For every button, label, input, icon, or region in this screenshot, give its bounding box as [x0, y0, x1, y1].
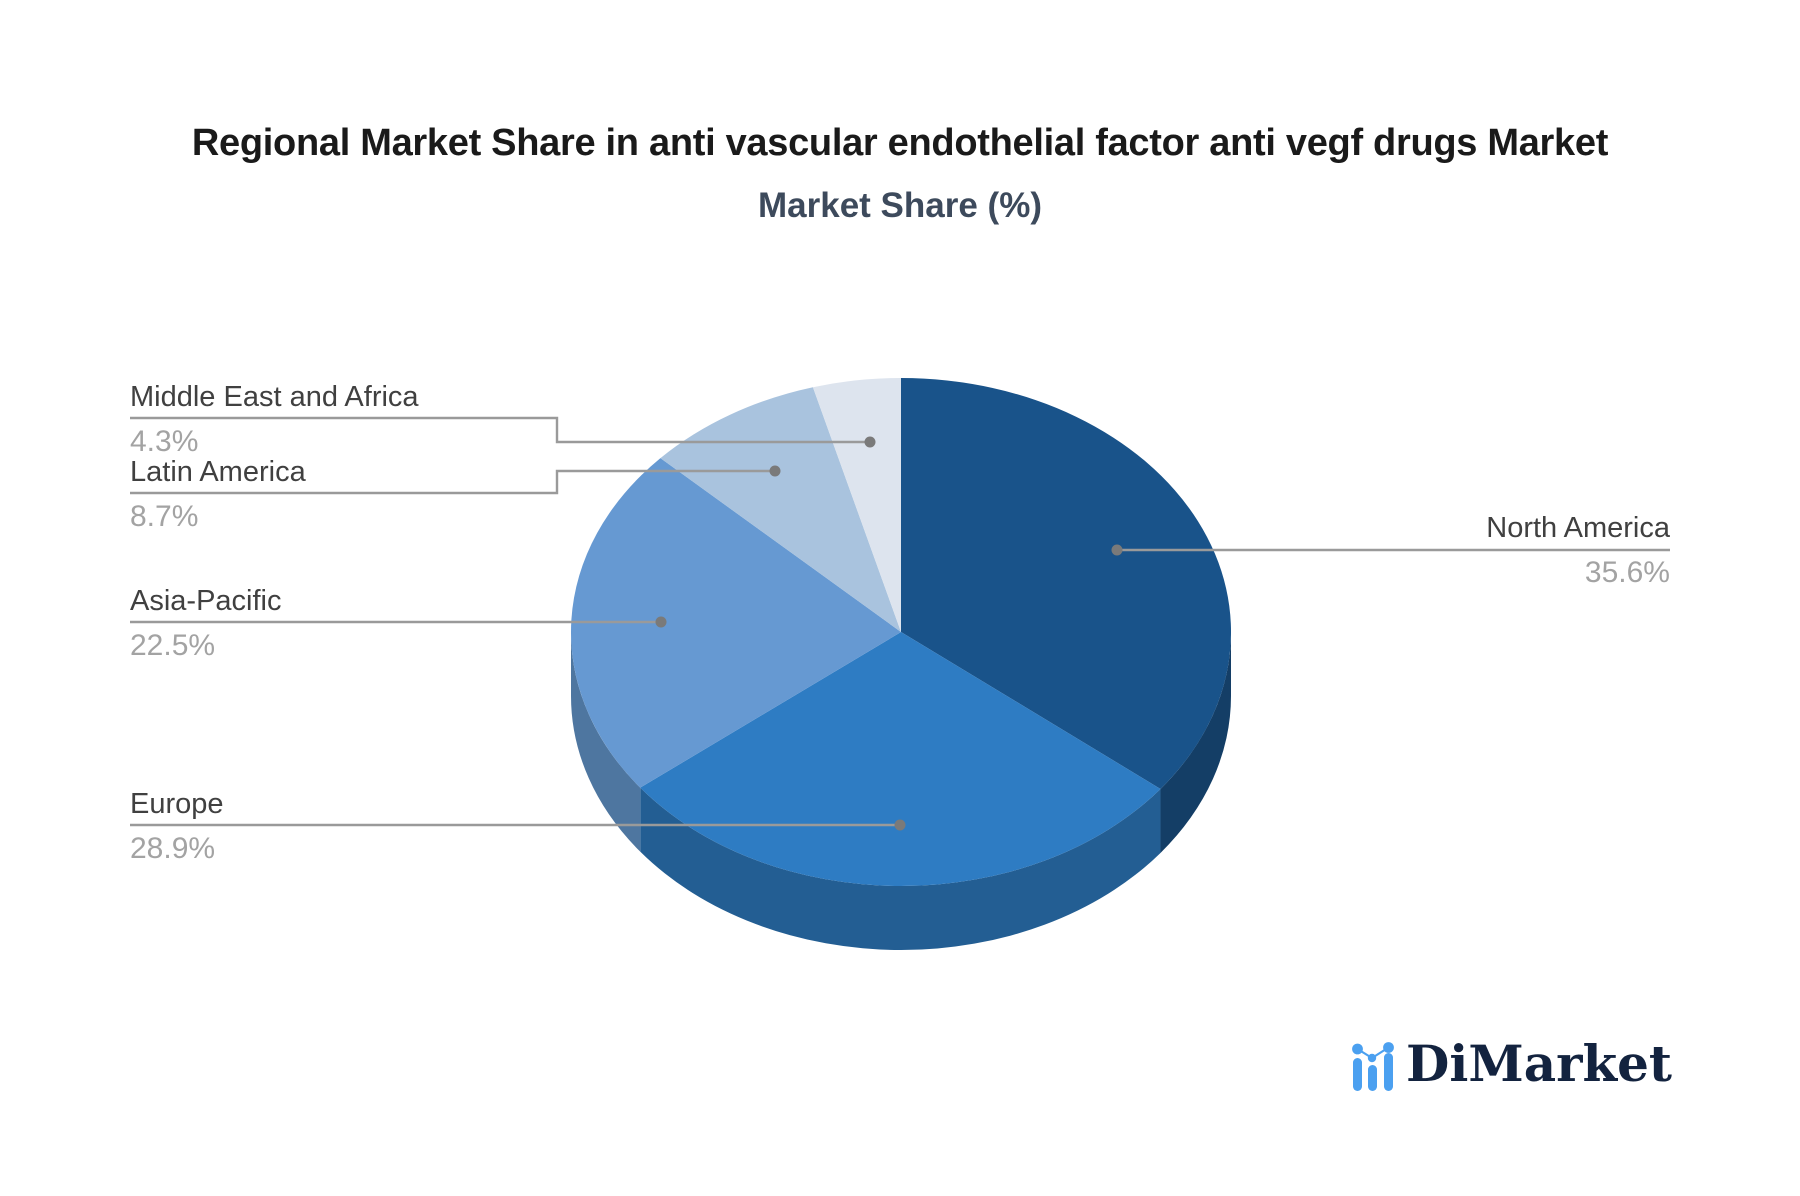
pie-slice-side — [640, 787, 1161, 951]
label-latin-america: Latin America — [130, 456, 306, 488]
callout-leader-line — [130, 469, 775, 495]
callout-dot — [769, 465, 781, 477]
label-middle-east-and-africa: Middle East and Africa — [130, 381, 419, 413]
callout-dot — [894, 819, 906, 831]
callout-leader-line — [130, 416, 870, 444]
callout-dot — [655, 616, 667, 628]
callout-dot — [864, 436, 876, 448]
pie-slice — [571, 458, 901, 788]
callout-dot — [1111, 544, 1123, 556]
pie-slice-side — [571, 632, 641, 852]
label-north-america: North America — [1486, 512, 1670, 544]
value-middle-east-and-africa: 4.3% — [130, 425, 199, 458]
value-north-america: 35.6% — [1584, 556, 1670, 589]
pie-slice-side — [1160, 632, 1231, 853]
dimarket-logo: DiMarket — [1351, 1033, 1672, 1091]
logo-wordmark: DiMarket — [1406, 1034, 1672, 1093]
pie-slice — [901, 378, 1232, 789]
chart-subtitle: Market Share (%) — [758, 186, 1042, 225]
chart-title: Regional Market Share in anti vascular e… — [191, 122, 1609, 164]
value-asia-pacific: 22.5% — [130, 629, 216, 662]
value-latin-america: 8.7% — [130, 500, 199, 533]
label-europe: Europe — [130, 788, 224, 820]
value-europe: 28.9% — [130, 832, 216, 865]
pie-slice — [640, 632, 1161, 887]
bar-line-chart-icon — [1352, 1042, 1394, 1091]
label-asia-pacific: Asia-Pacific — [130, 585, 282, 617]
pie-slice — [660, 387, 901, 632]
